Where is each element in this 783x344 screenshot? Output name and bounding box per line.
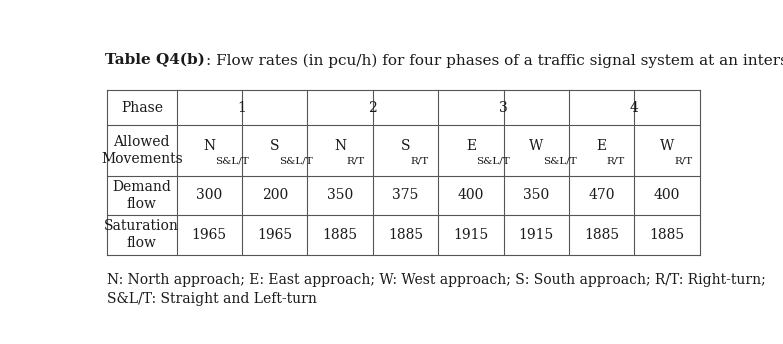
Text: 200: 200: [262, 189, 288, 202]
Text: S: S: [401, 139, 410, 153]
Text: 1885: 1885: [650, 228, 684, 242]
Text: S&L/T: S&L/T: [215, 156, 249, 165]
Text: W: W: [660, 139, 674, 153]
Text: 1965: 1965: [257, 228, 292, 242]
Text: 400: 400: [458, 189, 484, 202]
Text: Saturation
flow: Saturation flow: [104, 219, 179, 250]
Text: 400: 400: [654, 189, 680, 202]
Text: R/T: R/T: [607, 156, 625, 165]
Text: S&L/T: S&L/T: [280, 156, 313, 165]
Text: S&L/T: S&L/T: [543, 156, 577, 165]
Text: 2: 2: [369, 100, 377, 115]
Text: Phase: Phase: [121, 100, 163, 115]
Text: 1915: 1915: [453, 228, 489, 242]
Text: S: S: [270, 139, 280, 153]
Text: S&L/T: S&L/T: [476, 156, 510, 165]
Text: Allowed
Movements: Allowed Movements: [101, 135, 182, 166]
Text: 1915: 1915: [518, 228, 554, 242]
Text: Demand
flow: Demand flow: [113, 180, 171, 211]
Text: S&L/T: Straight and Left-turn: S&L/T: Straight and Left-turn: [107, 292, 317, 307]
Text: 375: 375: [392, 189, 419, 202]
Text: 300: 300: [197, 189, 222, 202]
Text: 1885: 1885: [584, 228, 619, 242]
Text: : Flow rates (in pcu/h) for four phases of a traffic signal system at an interse: : Flow rates (in pcu/h) for four phases …: [206, 53, 783, 67]
Text: R/T: R/T: [674, 156, 692, 165]
Text: 1885: 1885: [323, 228, 358, 242]
Text: 1885: 1885: [388, 228, 423, 242]
Text: 1965: 1965: [192, 228, 227, 242]
Text: 3: 3: [500, 100, 508, 115]
Text: R/T: R/T: [346, 156, 364, 165]
Text: 4: 4: [630, 100, 639, 115]
Text: N: N: [204, 139, 215, 153]
Text: 1: 1: [237, 100, 247, 115]
Text: N: N: [334, 139, 346, 153]
Text: Table Q4(b): Table Q4(b): [105, 53, 205, 67]
Text: E: E: [597, 139, 607, 153]
Text: 350: 350: [523, 189, 550, 202]
Text: 470: 470: [589, 189, 615, 202]
Text: N: North approach; E: East approach; W: West approach; S: South approach; R/T: R: N: North approach; E: East approach; W: …: [107, 273, 766, 287]
Text: W: W: [529, 139, 543, 153]
Text: R/T: R/T: [410, 156, 428, 165]
Text: 350: 350: [327, 189, 353, 202]
Text: E: E: [466, 139, 476, 153]
